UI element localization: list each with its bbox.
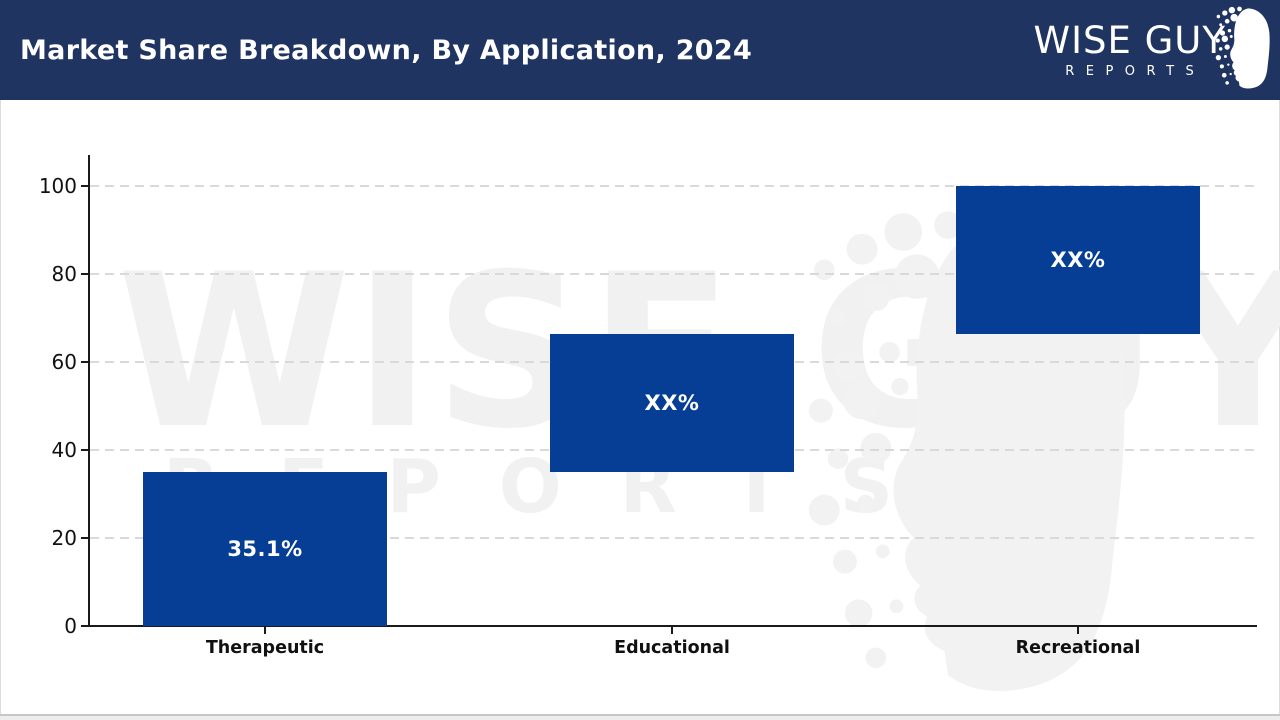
logo-brand-name: WISE GUY [1033,18,1226,62]
x-axis-line [88,625,1257,627]
bar-value-label: XX% [1050,248,1106,273]
gridline-y-20 [90,537,1257,539]
y-tick-mark [81,537,88,539]
y-tick-label: 60 [51,350,77,374]
x-tick-mark [264,627,266,634]
y-tick-mark [81,185,88,187]
y-tick-mark [81,273,88,275]
y-tick-mark [81,449,88,451]
y-tick-label: 40 [51,438,77,462]
x-category-label-therapeutic: Therapeutic [205,638,325,658]
x-tick-mark [671,627,673,634]
y-tick-label: 80 [51,262,77,286]
chart-area: WISE GUY REPORTS 0 20 40 60 80 100 35.1% XX% XX%… [0,100,1280,720]
y-tick-label: 0 [64,614,77,638]
y-tick-mark [81,625,88,627]
bar-recreational: XX% [956,186,1200,335]
bar-therapeutic: 35.1% [143,471,387,626]
bar-educational: XX% [550,334,794,472]
y-tick-label: 20 [51,526,77,550]
x-tick-mark [1077,627,1079,634]
header: Market Share Breakdown, By Application, … [0,0,1280,100]
logo-brand-subtitle: REPORTS [1065,63,1206,79]
x-category-label-educational: Educational [614,638,730,658]
page-title: Market Share Breakdown, By Application, … [20,34,753,66]
wiseguy-logo: WISE GUY REPORTS [1034,4,1274,96]
gridline-y-80 [90,273,1257,275]
gridline-y-100 [90,185,1257,187]
y-tick-mark [81,361,88,363]
logo-text: WISE GUY REPORTS [1034,22,1226,79]
y-tick-label: 100 [38,174,77,198]
bar-value-label: XX% [644,390,700,415]
bar-value-label: 35.1% [227,536,303,561]
x-category-label-recreational: Recreational [1015,638,1141,658]
bottom-border-strip [0,714,1280,720]
y-axis-line [88,155,90,627]
plot: 0 20 40 60 80 100 35.1% XX% XX% Therapeutic Educat… [1,100,1280,720]
